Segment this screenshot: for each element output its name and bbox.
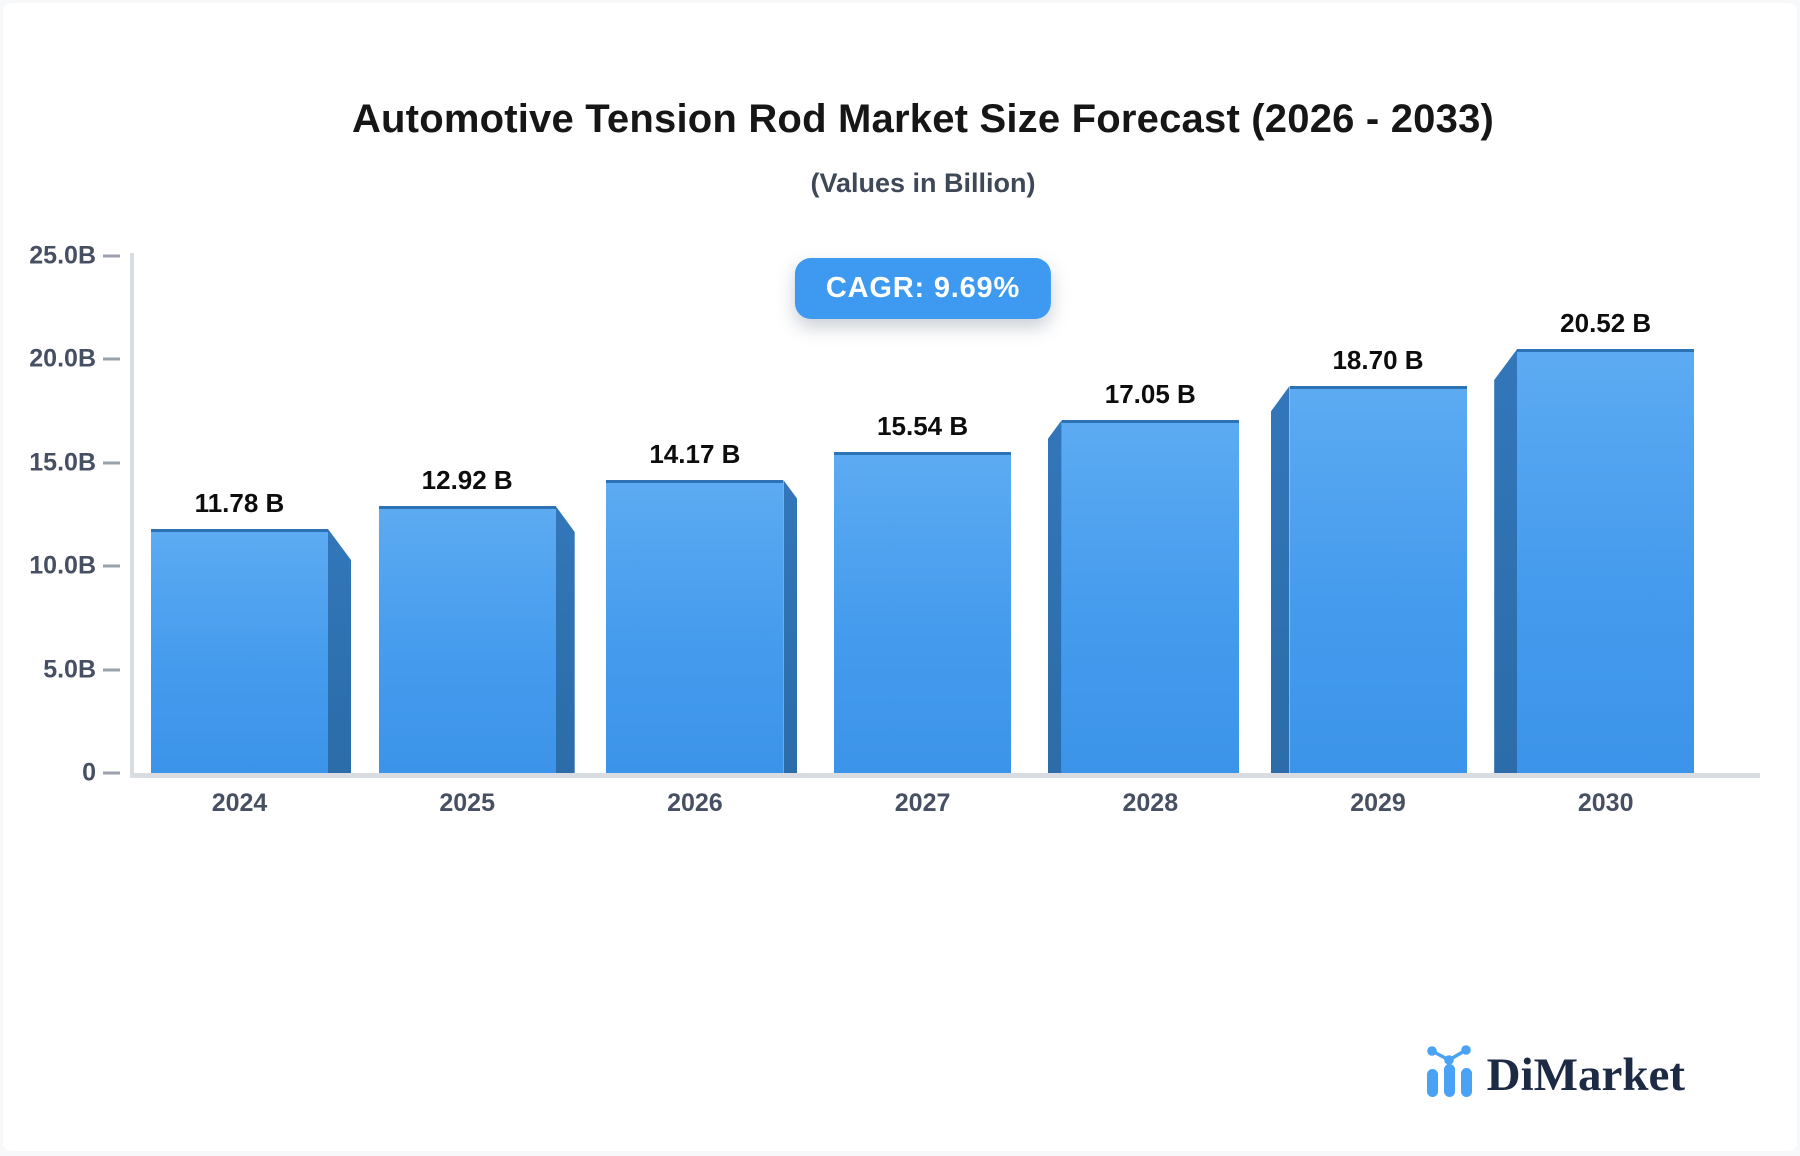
brand-name: DiMarket xyxy=(1486,1049,1685,1101)
y-tick-label: 20.0B xyxy=(29,344,96,373)
bar-3d-side xyxy=(1047,420,1062,773)
bar-value-label: 11.78 B xyxy=(194,488,285,518)
y-tick-mark xyxy=(103,771,120,775)
brand-logo: DiMarket xyxy=(1423,1043,1685,1101)
bar-2030 xyxy=(1517,349,1695,773)
bar-value-label: 12.92 B xyxy=(421,465,513,495)
bar-value-label: 18.70 B xyxy=(1332,345,1424,375)
bar-3d-side xyxy=(1494,349,1518,773)
bar-value-label: 20.52 B xyxy=(1560,308,1652,338)
bar-3d-side xyxy=(328,529,351,773)
y-tick-mark xyxy=(103,357,120,361)
bar-line-chart-icon xyxy=(1426,1045,1472,1097)
bar-2027 xyxy=(834,452,1012,773)
bar-3d-side xyxy=(1270,386,1290,773)
chart-card: Automotive Tension Rod Market Size Forec… xyxy=(3,3,1797,1151)
plot-area: 11.78 B 12.92 B 14.17 B 15.54 B 17.05 B xyxy=(3,256,1800,773)
x-axis-label: 2024 xyxy=(211,789,268,817)
y-tick-label: 25.0B xyxy=(29,241,96,270)
y-tick-label: 0 xyxy=(82,758,96,787)
bar-3d-side xyxy=(783,480,798,773)
y-tick-mark xyxy=(103,668,120,672)
bar-value-label: 14.17 B xyxy=(649,439,741,469)
bar-3d-side xyxy=(555,506,575,773)
bar-2028 xyxy=(1061,420,1239,773)
y-tick-label: 5.0B xyxy=(43,655,96,684)
x-axis-label: 2030 xyxy=(1577,789,1634,817)
chart-title: Automotive Tension Rod Market Size Forec… xyxy=(351,97,1495,141)
chart-subtitle: (Values in Billion) xyxy=(810,168,1036,198)
cagr-badge: CAGR: 9.69% xyxy=(794,258,1052,319)
y-tick-mark xyxy=(103,564,120,568)
bar-2024 xyxy=(151,529,328,773)
y-tick-mark xyxy=(103,461,120,465)
y-tick-label: 15.0B xyxy=(29,448,96,477)
bar-2029 xyxy=(1289,386,1467,773)
bar-value-label: 15.54 B xyxy=(877,411,969,441)
bar-2026 xyxy=(606,480,784,773)
bar-2025 xyxy=(378,506,556,773)
y-tick-mark xyxy=(103,254,120,258)
y-tick-label: 10.0B xyxy=(29,551,96,580)
bar-value-label: 17.05 B xyxy=(1104,379,1196,409)
y-axis-line xyxy=(130,253,134,777)
x-axis-label: 2027 xyxy=(894,789,951,817)
x-axis-label: 2026 xyxy=(667,789,723,817)
x-axis-baseline xyxy=(130,773,1760,778)
x-axis-label: 2029 xyxy=(1350,789,1406,817)
x-axis-label: 2028 xyxy=(1122,789,1179,817)
x-axis-label: 2025 xyxy=(439,789,495,817)
